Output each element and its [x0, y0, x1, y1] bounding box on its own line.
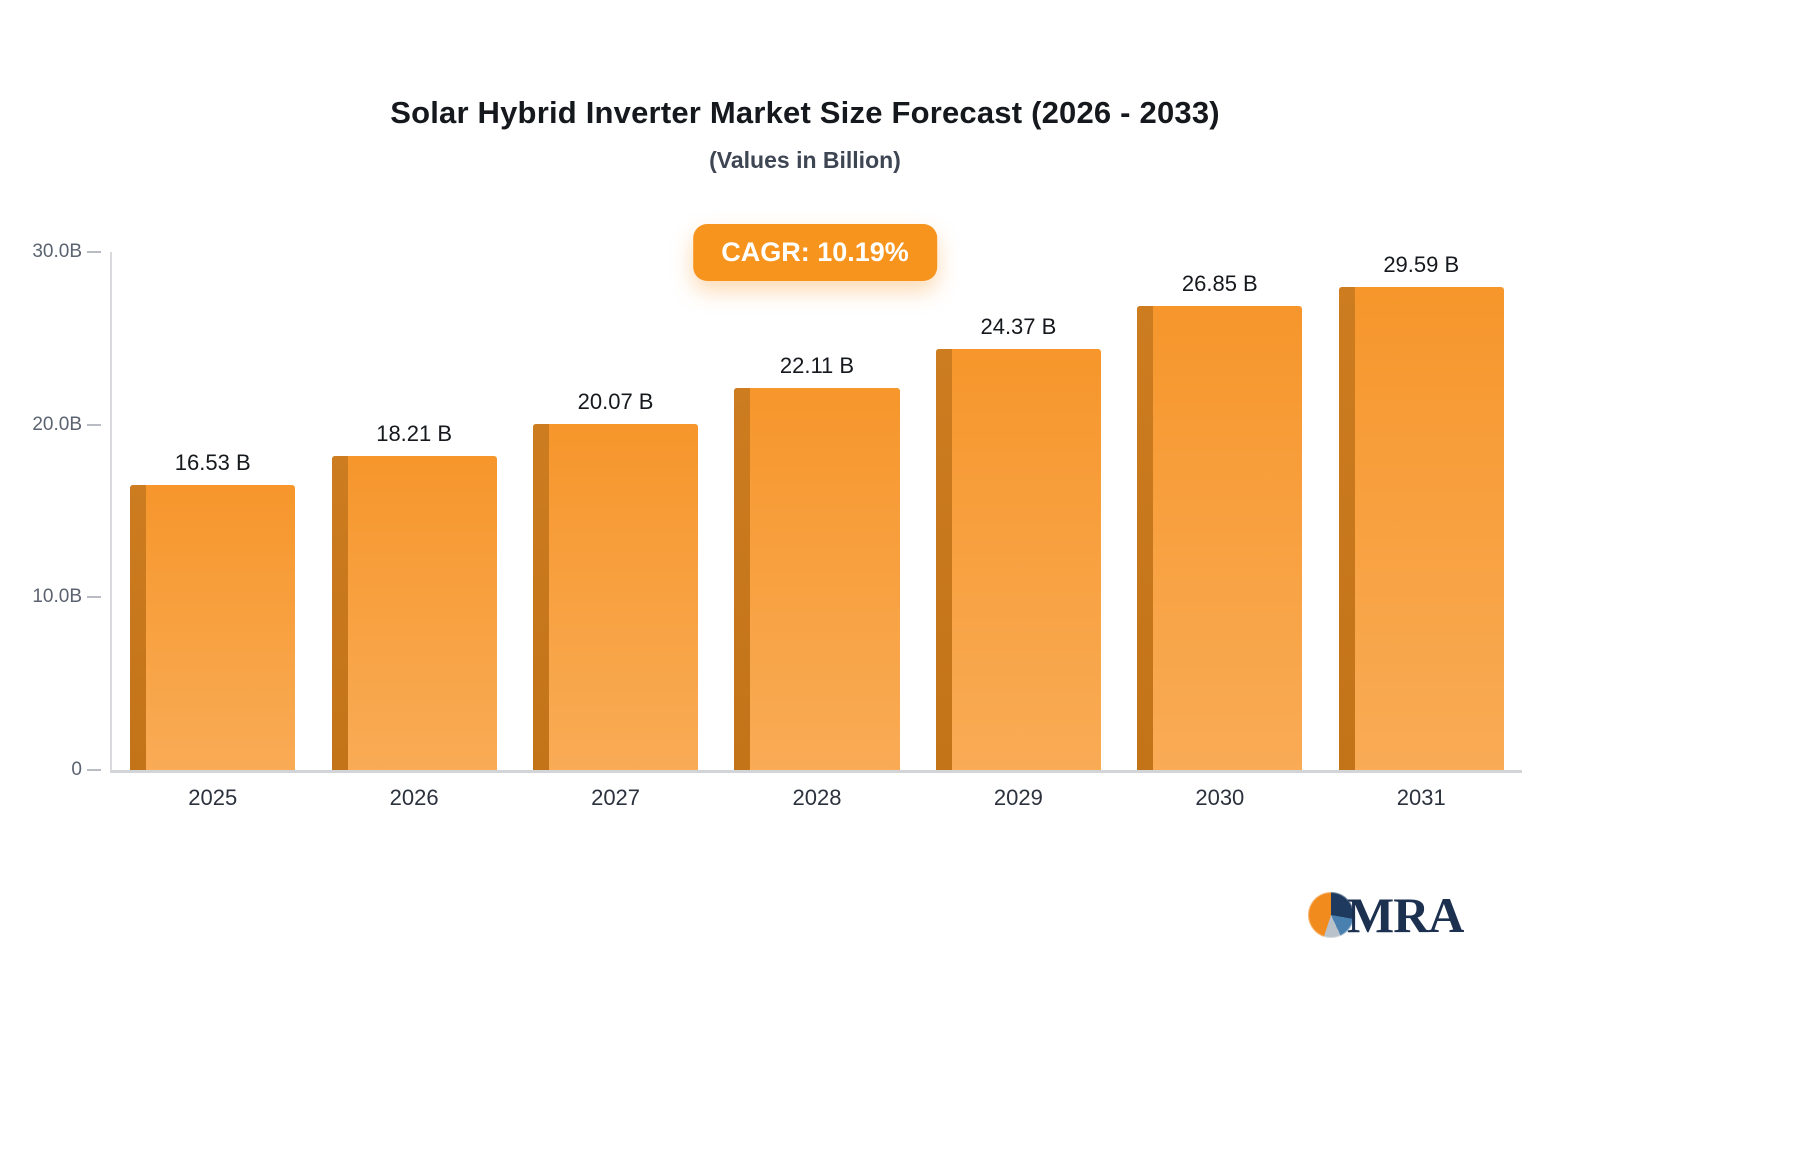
bar-value-label: 26.85 B [1181, 271, 1258, 297]
x-axis-label: 2026 [389, 785, 439, 810]
x-axis-label: 2027 [591, 785, 641, 810]
bar-value-label: 20.07 B [577, 388, 654, 414]
bar-side-face [1338, 287, 1355, 770]
chart-title: Solar Hybrid Inverter Market Size Foreca… [390, 95, 1220, 130]
bar-side-face [1137, 306, 1154, 770]
bar-side-face [130, 484, 147, 770]
y-axis-tick [87, 251, 101, 253]
x-axis-label: 2031 [1396, 785, 1446, 810]
bar-value-label: 29.59 B [1383, 252, 1460, 277]
bar-slot: 20.07 B [515, 252, 716, 770]
x-axis-label: 2028 [792, 785, 842, 810]
bar-2029 [935, 349, 1101, 770]
bar-2027 [532, 423, 699, 770]
x-axis-label: 2029 [993, 785, 1043, 810]
bar-side-face [935, 349, 952, 770]
bar-value-label: 16.53 B [174, 449, 251, 475]
chart-subtitle: (Values in Billion) [709, 147, 901, 173]
bar-value-label: 18.21 B [376, 420, 453, 446]
cagr-badge: CAGR: 10.19% [693, 224, 937, 281]
x-axis-labels: 2025 2026 2027 2028 2029 2030 2031 [112, 785, 1522, 811]
bars-row: 16.53 B 18.21 B 20.07 B 22.11 B 24.37 B 26.85… [112, 252, 1522, 770]
bar-value-label: 22.11 B [779, 353, 855, 379]
logo-text: MRA [1347, 887, 1464, 943]
bar-2025 [130, 484, 296, 770]
y-axis-label: 0 [71, 759, 82, 780]
bar-slot: 18.21 B [313, 252, 514, 770]
mra-logo: MRA [1308, 886, 1464, 944]
bar-side-face [532, 423, 549, 770]
y-axis-tick [87, 769, 101, 771]
y-axis-label: 20.0B [32, 413, 82, 435]
bar-side-face [734, 388, 751, 770]
bar-2030 [1137, 306, 1303, 770]
bar-value-label: 24.37 B [980, 314, 1057, 340]
bar-2026 [331, 455, 497, 770]
bar-slot: 22.11 B [716, 252, 917, 770]
y-axis-tick [87, 423, 101, 426]
x-axis-label: 2025 [188, 785, 238, 810]
y-axis-tick [87, 596, 101, 599]
bar-slot: 26.85 B [1119, 252, 1320, 770]
bar-2031 [1338, 287, 1504, 770]
y-axis-label: 30.0B [32, 241, 82, 262]
bar-slot: 24.37 B [918, 252, 1119, 770]
pie-chart-icon [1308, 892, 1354, 938]
plot-area: 16.53 B 18.21 B 20.07 B 22.11 B 24.37 B 26.85… [32, 241, 1522, 810]
bar-slot: 29.59 B [1321, 252, 1522, 770]
bar-side-face [331, 455, 348, 770]
bar-2028 [734, 388, 900, 770]
y-axis-label: 10.0B [32, 586, 82, 608]
bar-slot: 16.53 B [112, 252, 313, 770]
x-axis-label: 2030 [1195, 785, 1245, 810]
